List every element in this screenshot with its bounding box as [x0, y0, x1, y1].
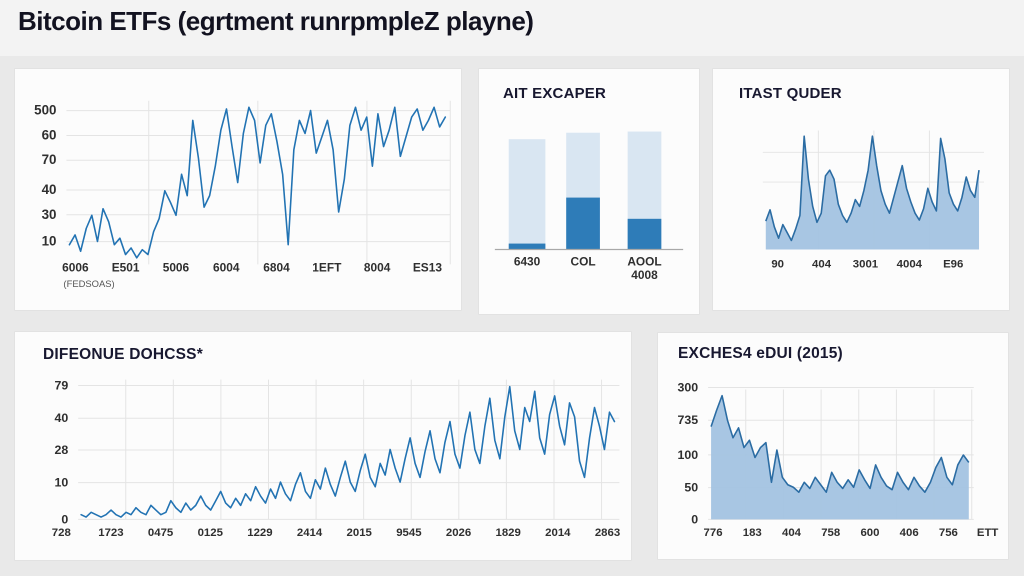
data-line	[80, 385, 616, 518]
y-tick-label: 10	[54, 476, 68, 490]
x-tick-label: 406	[900, 527, 919, 539]
panel-title: DIFEONUE DOHCSS*	[43, 346, 203, 363]
x-tick-label: 183	[743, 527, 762, 539]
x-tick-label: 3001	[853, 258, 879, 270]
x-tick-label: E501	[112, 260, 140, 274]
y-tick-label: 40	[42, 182, 57, 197]
x-tick-label: 404	[812, 258, 832, 270]
page-title: Bitcoin ETFs (egrtment runrpmpleZ playne…	[18, 6, 534, 36]
panel-main-line-chart: 500 60 70 40 30 10 6006 E501 5006 6004 6804 1EFT 800…	[14, 68, 462, 311]
panel-title: ITAST QUDER	[739, 85, 842, 102]
x-tick-label: 758	[821, 527, 840, 539]
y-tick-label: 0	[61, 512, 68, 526]
x-tick-label: ES13	[413, 260, 442, 274]
panel-difeonue-dohcss: DIFEONUE DOHCSS* 79 40 28 10 0 728 1723 0475 012…	[14, 331, 632, 561]
y-tick-label: 60	[42, 127, 57, 142]
panel-itast-quder: ITAST QUDER 90 404 3001 4004 E96	[712, 68, 1010, 311]
x-tick-label: 2863	[595, 527, 620, 539]
x-tick-label: 8004	[364, 260, 391, 274]
area-fill	[765, 136, 980, 250]
x-tick-label: E96	[943, 258, 963, 270]
x-tick-label: 9545	[396, 527, 422, 539]
area-chart: 300 735 100 50 0 776 183 404 758 600 406 756 ETT	[678, 380, 999, 539]
x-tick-label: 2015	[347, 527, 373, 539]
x-tick-label: 0125	[198, 527, 224, 539]
panel-title: EXCHES4 eDUI (2015)	[678, 345, 843, 362]
area-chart: 90 404 3001 4004 E96	[762, 130, 984, 270]
bar-value	[566, 197, 600, 250]
bar-background	[508, 139, 546, 250]
area-outline	[710, 394, 970, 493]
x-tick-label: 776	[704, 527, 723, 539]
x-tick-label: 404	[782, 527, 802, 539]
panel-exches-edui: EXCHES4 eDUI (2015) 300 735 100 50 0 776 183 40…	[657, 332, 1009, 560]
y-tick-label: 30	[42, 207, 57, 222]
y-tick-label: 0	[691, 512, 698, 526]
bar-label: 4008	[631, 268, 658, 282]
x-tick-label: 4004	[897, 258, 923, 270]
x-tick-label: 728	[52, 527, 71, 539]
bar-label: 6430	[514, 254, 541, 268]
y-tick-label: 70	[42, 152, 57, 167]
x-tick-label: 1829	[496, 527, 521, 539]
x-tick-label: 6804	[263, 260, 290, 274]
area-outline	[765, 135, 980, 242]
bar-label: AOOL	[627, 254, 661, 268]
y-tick-label: 500	[34, 103, 56, 118]
y-tick-label: 79	[54, 378, 68, 392]
axis-caption: (FEDSOAS)	[63, 278, 114, 289]
x-tick-label: 1723	[98, 527, 123, 539]
y-tick-label: 735	[678, 413, 699, 427]
x-tick-label: 1229	[247, 527, 272, 539]
y-tick-label: 10	[42, 234, 57, 249]
y-tick-label: 100	[678, 448, 699, 462]
x-tick-label: 2026	[446, 527, 471, 539]
bar-value	[508, 243, 546, 250]
panel-ait-excaper: AIT EXCAPER 6430 COL AOOL 4008	[478, 68, 700, 315]
data-line	[68, 106, 447, 259]
x-tick-label: 2414	[297, 527, 323, 539]
x-tick-label: 600	[860, 527, 879, 539]
x-tick-label: 6004	[213, 260, 240, 274]
x-tick-label: 1EFT	[312, 260, 342, 274]
y-tick-label: 50	[684, 481, 698, 495]
x-tick-label: 0475	[148, 527, 174, 539]
page-header: Bitcoin ETFs (egrtment runrpmpleZ playne…	[0, 0, 1024, 56]
x-tick-label: 90	[771, 258, 784, 270]
bar-label: COL	[571, 254, 596, 268]
area-fill	[711, 395, 969, 520]
y-tick-label: 40	[54, 411, 68, 425]
x-tick-label: 2014	[545, 527, 571, 539]
x-tick-label: 6006	[62, 260, 89, 274]
main-line-chart: 500 60 70 40 30 10 6006 E501 5006 6004 6804 1EFT 800…	[34, 100, 451, 289]
y-tick-label: 28	[54, 443, 68, 457]
x-tick-label: 5006	[163, 260, 190, 274]
x-tick-label: 756	[939, 527, 958, 539]
x-tick-label: ETT	[977, 527, 999, 539]
bar-value	[627, 218, 662, 250]
y-tick-label: 300	[678, 380, 699, 394]
panel-title: AIT EXCAPER	[503, 85, 607, 102]
